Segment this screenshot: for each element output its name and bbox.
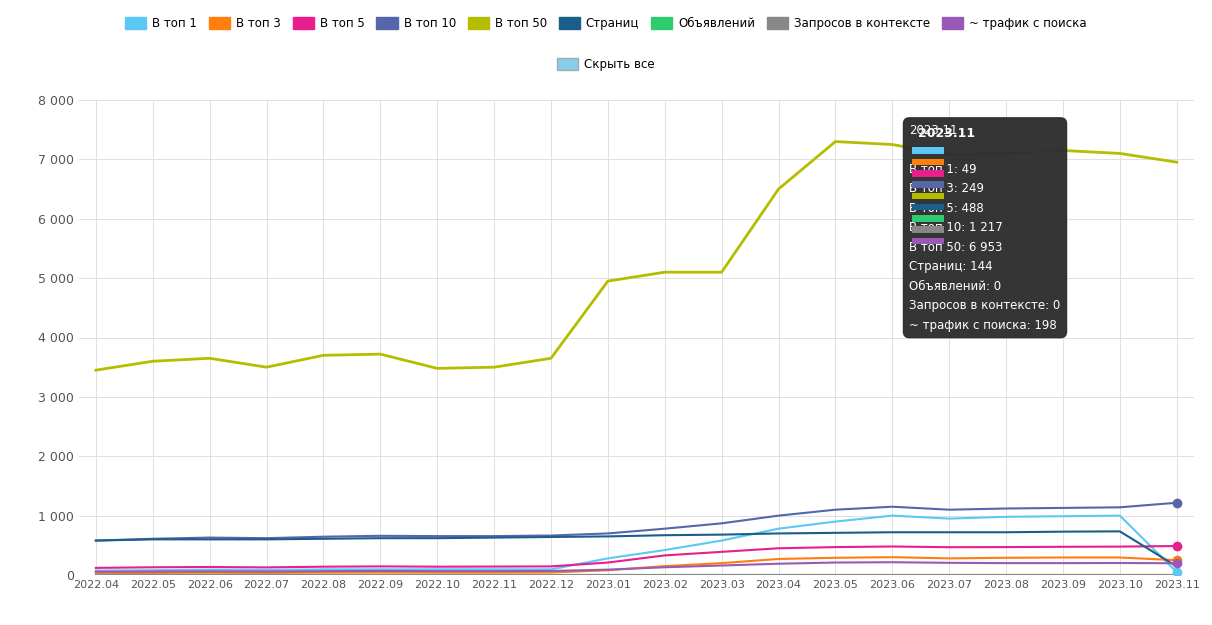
Bar	[913, 226, 943, 233]
Bar	[913, 238, 943, 244]
Bar	[913, 170, 943, 177]
Text: keys.so: keys.so	[966, 139, 1042, 156]
Bar	[913, 148, 943, 154]
Bar	[913, 215, 943, 222]
Bar	[913, 192, 943, 199]
Text: 2023.11

В топ 1: 49
В топ 3: 249
В топ 5: 488
В топ 10: 1 217
В топ 50: 6 953
С: 2023.11 В топ 1: 49 В топ 3: 249 В топ 5…	[909, 124, 1060, 332]
Bar	[913, 204, 943, 211]
Text: 2023.11: 2023.11	[917, 127, 974, 140]
Bar	[913, 181, 943, 188]
Bar	[913, 159, 943, 165]
Legend: Скрыть все: Скрыть все	[553, 52, 659, 75]
Legend: В топ 1, В топ 3, В топ 5, В топ 10, В топ 50, Страниц, Объявлений, Запросов в к: В топ 1, В топ 3, В топ 5, В топ 10, В т…	[120, 12, 1092, 34]
